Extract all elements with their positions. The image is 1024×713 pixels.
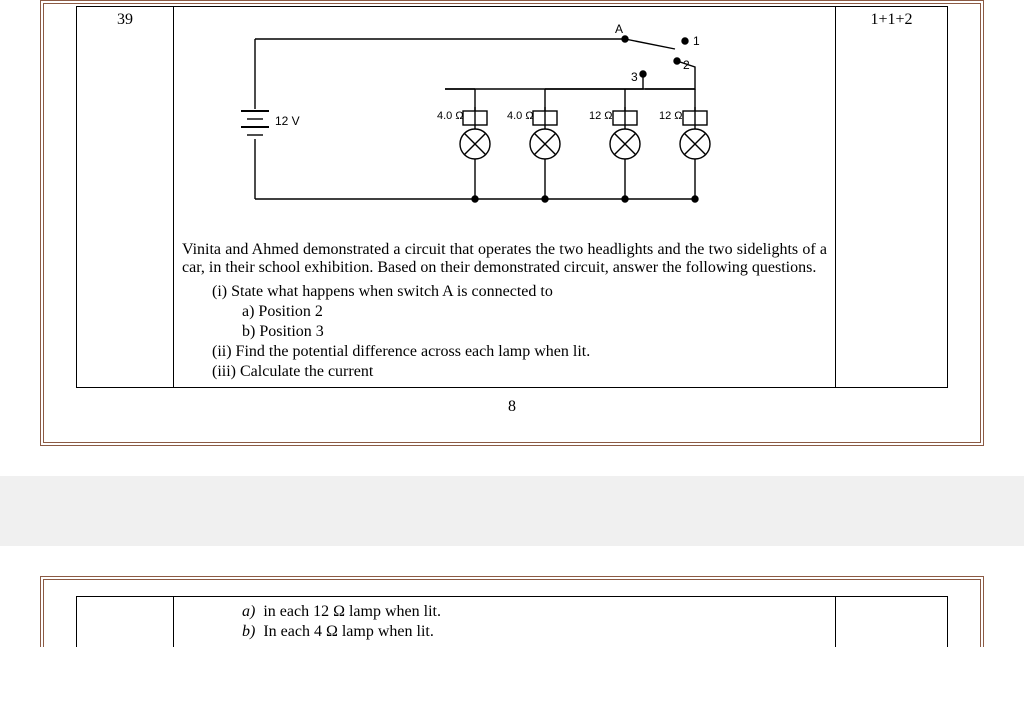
page-body-lower: a) in each 12 Ω lamp when lit. b) In eac… xyxy=(46,582,978,647)
cont-a-prefix: a) xyxy=(242,603,255,620)
cont-a: a) in each 12 Ω lamp when lit. xyxy=(242,603,827,621)
continuation-table: a) in each 12 Ω lamp when lit. b) In eac… xyxy=(76,596,948,647)
marks: 1+1+2 xyxy=(870,11,912,28)
lamp1-label: 4.0 Ω xyxy=(437,110,464,122)
question-description: Vinita and Ahmed demonstrated a circuit … xyxy=(182,241,827,277)
marks-cell: 1+1+2 xyxy=(836,7,948,388)
subquestion-i-a: a) Position 2 xyxy=(242,303,827,321)
subquestion-i: (i) State what happens when switch A is … xyxy=(212,283,827,301)
pos2-label: 2 xyxy=(683,58,690,72)
lamp3-label: 12 Ω xyxy=(589,110,613,122)
question-number: 39 xyxy=(117,11,133,28)
lamp2-label: 4.0 Ω xyxy=(507,110,534,122)
switch-label: A xyxy=(615,22,623,36)
marks-cell-empty xyxy=(836,597,948,648)
page-gap xyxy=(0,476,1024,546)
question-table: 39 xyxy=(76,6,948,388)
page-body-upper: 39 xyxy=(46,6,978,440)
cont-b-text: In each 4 Ω lamp when lit. xyxy=(263,623,434,640)
question-body-cell: 12 V A 1 2 3 4.0 Ω 4.0 Ω 12 Ω 12 Ω xyxy=(174,7,836,388)
table-row: a) in each 12 Ω lamp when lit. b) In eac… xyxy=(77,597,948,648)
subquestion-ii: (ii) Find the potential difference acros… xyxy=(212,343,827,361)
page-frame-upper: 39 xyxy=(40,0,984,446)
lamp4-label: 12 Ω xyxy=(659,110,683,122)
subquestion-iii: (iii) Calculate the current xyxy=(212,363,827,381)
pos1-label: 1 xyxy=(693,34,700,48)
question-number-cell: 39 xyxy=(77,7,174,388)
subquestion-i-b: b) Position 3 xyxy=(242,323,827,341)
circuit-diagram: 12 V A 1 2 3 4.0 Ω 4.0 Ω 12 Ω 12 Ω xyxy=(182,11,827,237)
cont-b: b) In each 4 Ω lamp when lit. xyxy=(242,623,827,641)
page: 39 xyxy=(0,0,1024,647)
table-row: 39 xyxy=(77,7,948,388)
voltage-label: 12 V xyxy=(275,114,300,128)
cont-a-text: in each 12 Ω lamp when lit. xyxy=(263,603,441,620)
cont-b-prefix: b) xyxy=(242,623,255,640)
page-frame-lower: a) in each 12 Ω lamp when lit. b) In eac… xyxy=(40,576,984,647)
page-number: 8 xyxy=(76,388,948,420)
pos3-label: 3 xyxy=(631,70,638,84)
continuation-body-cell: a) in each 12 Ω lamp when lit. b) In eac… xyxy=(174,597,836,648)
circuit-svg: 12 V A 1 2 3 4.0 Ω 4.0 Ω 12 Ω 12 Ω xyxy=(225,19,785,219)
question-number-cell-empty xyxy=(77,597,174,648)
